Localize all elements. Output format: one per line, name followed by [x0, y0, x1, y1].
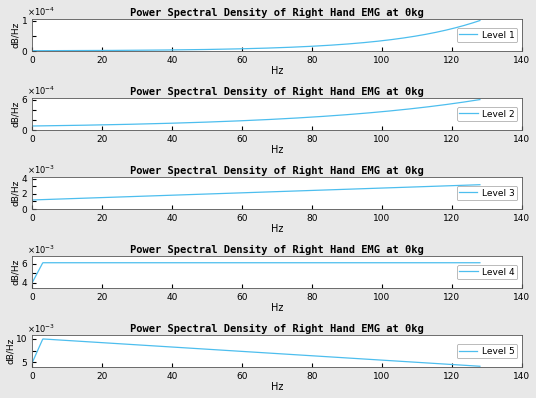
X-axis label: Hz: Hz	[271, 303, 284, 313]
Title: Power Spectral Density of Right Hand EMG at 0kg: Power Spectral Density of Right Hand EMG…	[130, 245, 424, 256]
Text: $\times10^{-3}$: $\times10^{-3}$	[27, 164, 55, 176]
Legend: Level 1: Level 1	[457, 28, 517, 42]
Y-axis label: dB/Hz: dB/Hz	[11, 101, 20, 127]
X-axis label: Hz: Hz	[271, 66, 284, 76]
Y-axis label: dB/Hz: dB/Hz	[5, 338, 14, 365]
X-axis label: Hz: Hz	[271, 145, 284, 155]
Text: $\times10^{-4}$: $\times10^{-4}$	[27, 6, 56, 18]
Text: $\times10^{-4}$: $\times10^{-4}$	[27, 85, 56, 98]
Text: $\times10^{-3}$: $\times10^{-3}$	[27, 243, 55, 256]
Legend: Level 4: Level 4	[457, 265, 517, 279]
Title: Power Spectral Density of Right Hand EMG at 0kg: Power Spectral Density of Right Hand EMG…	[130, 8, 424, 18]
Legend: Level 3: Level 3	[457, 186, 517, 200]
X-axis label: Hz: Hz	[271, 382, 284, 392]
X-axis label: Hz: Hz	[271, 224, 284, 234]
Legend: Level 5: Level 5	[457, 344, 517, 359]
Title: Power Spectral Density of Right Hand EMG at 0kg: Power Spectral Density of Right Hand EMG…	[130, 87, 424, 97]
Y-axis label: dB/Hz: dB/Hz	[11, 22, 20, 48]
Legend: Level 2: Level 2	[457, 107, 517, 121]
Title: Power Spectral Density of Right Hand EMG at 0kg: Power Spectral Density of Right Hand EMG…	[130, 166, 424, 176]
Title: Power Spectral Density of Right Hand EMG at 0kg: Power Spectral Density of Right Hand EMG…	[130, 324, 424, 334]
Y-axis label: dB/Hz: dB/Hz	[11, 259, 20, 285]
Text: $\times10^{-3}$: $\times10^{-3}$	[27, 322, 55, 335]
Y-axis label: dB/Hz: dB/Hz	[11, 180, 20, 206]
